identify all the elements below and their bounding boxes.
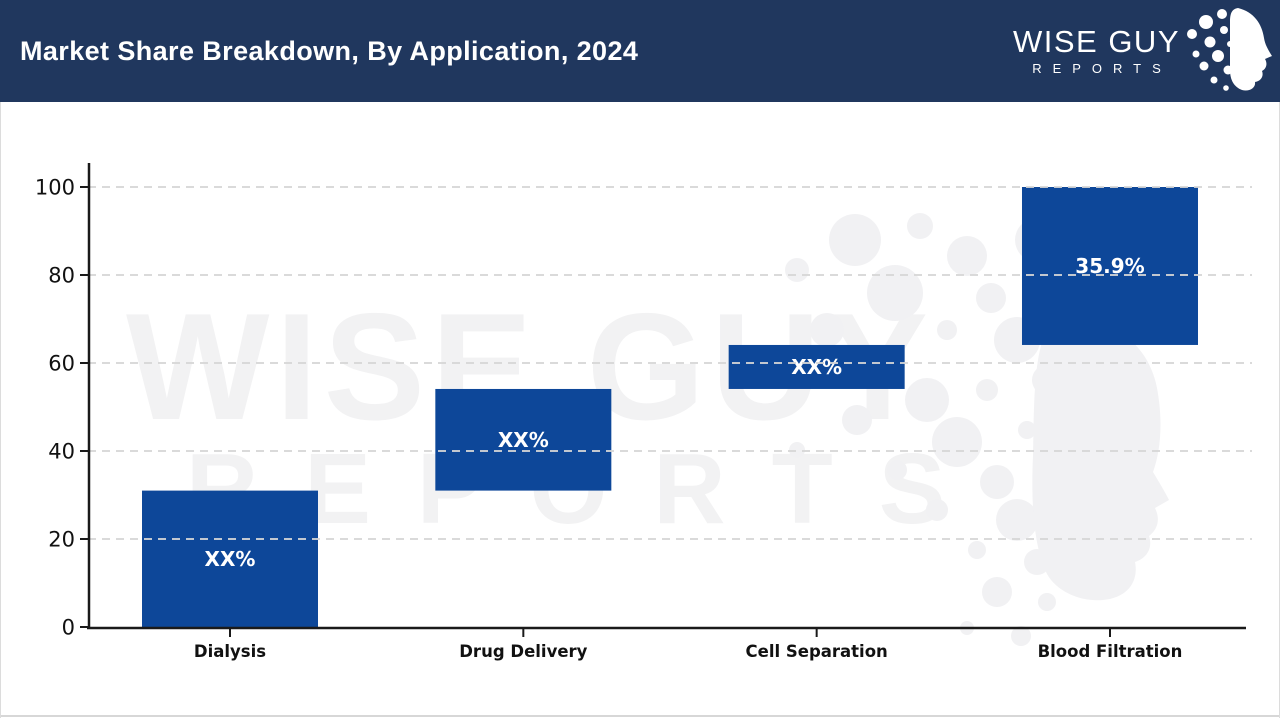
logo-face-icon xyxy=(1187,8,1272,91)
bar-value-label: XX% xyxy=(205,547,256,571)
bar xyxy=(142,490,318,627)
bar-value-label: 35.9% xyxy=(1075,254,1144,278)
logo-text: WISE GUY REPORTS xyxy=(1013,26,1180,76)
bar-group-cell-separation: XX% xyxy=(728,344,905,389)
y-tick-label: 60 xyxy=(48,352,75,376)
logo-wiseguy-label: WISE GUY xyxy=(1012,24,1180,59)
bar-value-label: XX% xyxy=(498,428,549,452)
y-tick-label: 20 xyxy=(48,528,75,552)
y-tick-label: 80 xyxy=(48,264,75,288)
x-category-label: Cell Separation xyxy=(746,642,888,661)
x-category-label: Dialysis xyxy=(194,642,266,661)
x-category-label: Blood Filtration xyxy=(1038,642,1183,661)
x-category-label: Drug Delivery xyxy=(459,642,587,661)
y-tick-label: 100 xyxy=(35,176,75,200)
y-tick-label: 0 xyxy=(62,616,75,640)
page-bottom-border xyxy=(0,715,1280,717)
bar xyxy=(1021,187,1198,345)
bar-group-blood-filtration: 35.9% xyxy=(1021,187,1198,345)
bar-group-dialysis: XX% xyxy=(142,490,318,627)
page-left-border xyxy=(0,102,1,718)
bar xyxy=(728,344,905,389)
bar-value-label: XX% xyxy=(791,355,842,379)
y-tick-label: 40 xyxy=(48,440,75,464)
logo-reports-label: REPORTS xyxy=(1032,61,1172,76)
header-bar: Market Share Breakdown, By Application, … xyxy=(0,0,1280,102)
bar xyxy=(435,388,612,491)
bar-group-drug-delivery: XX% xyxy=(435,388,612,491)
wise-guy-logo: WISE GUY REPORTS xyxy=(1013,0,1274,102)
chart-title: Market Share Breakdown, By Application, … xyxy=(20,35,639,66)
